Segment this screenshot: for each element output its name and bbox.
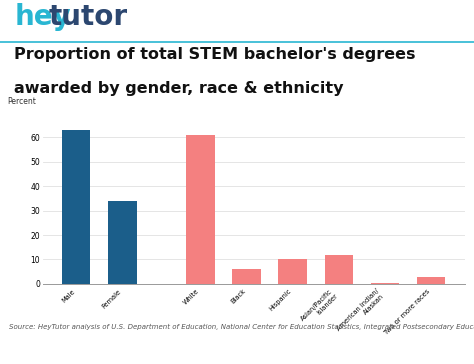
Bar	[108, 201, 137, 284]
Text: hey: hey	[14, 3, 71, 31]
Bar	[325, 254, 353, 284]
Text: Source: HeyTutor analysis of U.S. Department of Education, National Center for E: Source: HeyTutor analysis of U.S. Depart…	[9, 324, 474, 330]
Text: awarded by gender, race & ethnicity: awarded by gender, race & ethnicity	[14, 81, 344, 96]
Text: Percent: Percent	[7, 97, 36, 106]
Text: Proportion of total STEM bachelor's degrees: Proportion of total STEM bachelor's degr…	[14, 47, 416, 62]
Bar	[62, 130, 91, 284]
Bar	[371, 283, 399, 284]
Text: tutor: tutor	[49, 3, 128, 31]
Bar	[279, 260, 307, 284]
Bar	[186, 135, 215, 284]
Bar	[232, 269, 261, 284]
Bar	[417, 277, 446, 284]
